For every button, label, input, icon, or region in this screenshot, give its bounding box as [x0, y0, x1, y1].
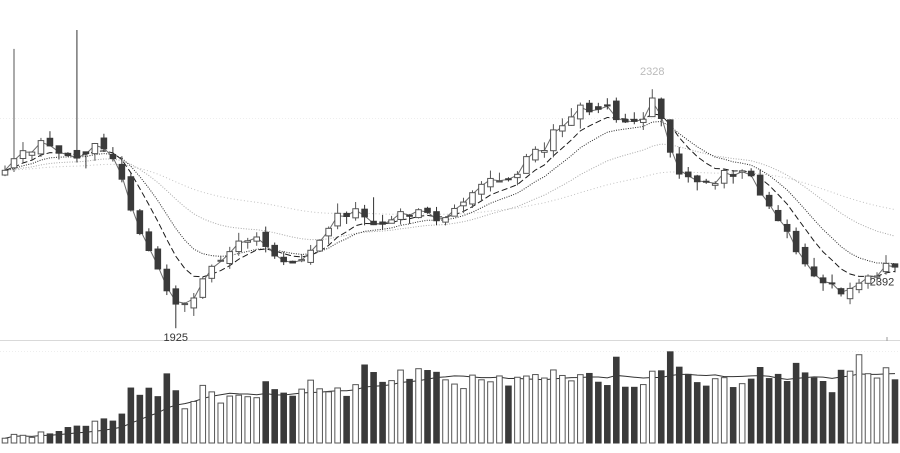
- svg-text:1925: 1925: [164, 332, 188, 344]
- svg-text:2392: 2392: [870, 276, 894, 288]
- svg-text:2328: 2328: [640, 66, 664, 78]
